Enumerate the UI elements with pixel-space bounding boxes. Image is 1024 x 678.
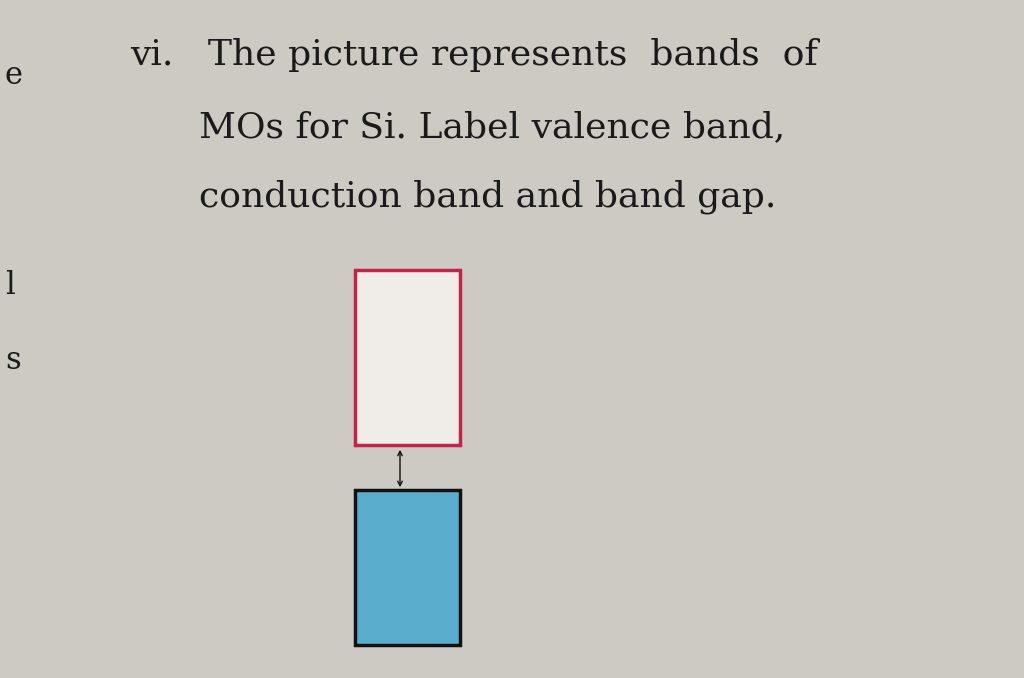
Text: l: l [5,270,14,301]
Text: vi.   The picture represents  bands  of: vi. The picture represents bands of [130,38,818,72]
Text: conduction band and band gap.: conduction band and band gap. [130,180,776,214]
Bar [355,270,460,445]
Text: s: s [5,345,20,376]
Text: MOs for Si. Label valence band,: MOs for Si. Label valence band, [130,110,785,144]
Bar [355,490,460,645]
Text: e: e [5,60,23,91]
